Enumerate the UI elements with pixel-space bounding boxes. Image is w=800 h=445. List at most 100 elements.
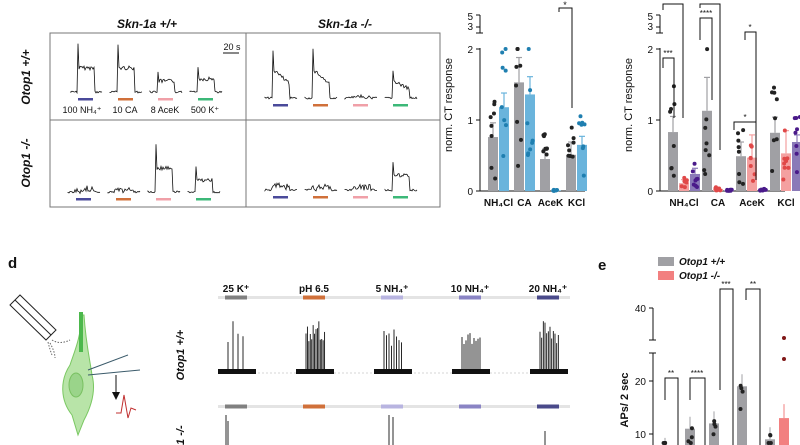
data-point [500,65,505,70]
panel-c-chart [656,14,800,193]
recording-electrode-icon [87,354,129,371]
legend-label: Otop1 +/+ [679,257,725,268]
data-point [668,109,673,114]
stimulus-bar-skn_ko_otop_wt-0 [273,104,288,107]
stimulus-label-d: 5 NH₄⁺ [376,284,409,295]
data-point [707,153,712,158]
trace-skn_wt_otop_ko-3 [187,166,221,194]
bar-otop1--3 [781,153,791,191]
data-point [518,63,523,68]
trace-skn_wt_otop_ko-2 [147,144,181,194]
data-point [515,119,520,124]
bar-skn-1a--1 [525,94,535,191]
data-point [782,156,787,161]
row-header-otop-ko: Otop1 -/- [19,138,33,187]
y-tick-label: 3 [467,22,473,33]
data-point [500,50,505,55]
bar-otop1--2 [747,157,757,191]
data-point [501,154,506,159]
significance-bracket [662,57,675,118]
data-point [541,134,546,139]
data-point [515,47,520,51]
data-point [544,146,549,151]
significance-bracket [699,3,721,150]
x-tick-label: KCl [568,198,585,209]
column-header-skn-ko: Skn-1a -/- [318,17,372,31]
x-tick-label: CA [517,198,531,209]
data-point [669,166,674,171]
bar-skn-1a--0 [488,137,498,191]
bar-skn-1a--0 [499,107,509,191]
significance-bracket [719,288,734,445]
legend-swatch [658,271,674,280]
stimulus-label-d: 10 NH₄⁺ [451,284,489,295]
bar-skn-1a--3 [566,154,576,191]
data-point [782,165,787,170]
data-point [714,188,719,193]
bar-skn-1a--3 [577,144,587,191]
data-point [704,141,709,146]
data-point [491,111,496,116]
data-point [741,181,746,186]
bar-otop1--0 [668,132,678,191]
x-tick-label: NH₄Cl [484,198,513,209]
significance-label: *** [663,49,672,58]
bar-skn-1a--1 [514,82,524,191]
data-point [499,105,504,110]
significance-label: **** [700,9,712,18]
cell-illustration [9,294,141,437]
stimulus-bar-skn_wt_otop_wt-1 [118,98,133,101]
stimulus-label-d: pH 6.5 [299,284,329,295]
legend-label: Otop1 -/- [679,271,721,282]
stimulus-bar-skn_ko_otop_ko-1 [313,196,328,199]
data-point [488,115,493,120]
significance-label: ** [750,280,756,289]
data-point [785,156,790,161]
data-point [770,168,775,173]
data-point [493,176,498,181]
significance-bracket [558,7,573,108]
data-point [689,435,694,440]
data-point [692,161,697,166]
y-axis-label: norm. CT response [623,58,635,152]
bar-skn-1a--2 [540,159,550,191]
data-point [705,47,710,52]
stimulus-marker-0 [225,295,247,300]
trace-skn_wt_otop_ko-0 [67,185,101,195]
data-point [528,147,533,152]
bar-otop-ko-4 [779,418,789,445]
data-point [567,148,572,153]
row-header-d-otop-wt: Otop1 +/+ [175,329,187,380]
data-point [503,68,508,73]
scale-bar-label: 20 s [223,42,241,52]
data-point [671,143,676,148]
stimulus-bar-skn_wt_otop_ko-3 [196,198,211,201]
bar-skn-1a--0 [690,173,700,191]
stimulus-bar-skn_ko_otop_wt-2 [353,104,368,107]
data-point [694,184,699,189]
trace-skn_ko_otop_ko-0 [264,182,297,192]
stimulus-bar-skn_wt_otop_wt-2 [158,98,173,101]
x-tick-label: AceK [538,198,564,209]
trace-skn_wt_otop_ko-1 [107,186,141,194]
stimulus-label-d: 20 NH₄⁺ [529,284,567,295]
data-point [552,188,557,193]
data-point [489,165,494,170]
perfusion-pipette-inner [14,299,52,336]
data-point [736,131,741,136]
stimulus-marker-2 [381,295,403,300]
y-tick-label: 1 [467,116,473,127]
data-point [489,123,494,128]
trace-skn_ko_otop_wt-2 [344,93,377,100]
legend-swatch [658,257,674,266]
x-tick-label: AceK [739,198,765,209]
data-point [489,133,494,138]
data-point [688,441,693,445]
data-point [695,176,700,181]
data-point [736,138,741,143]
data-point [514,83,519,88]
x-tick-label: KCl [777,198,794,209]
significance-label: ** [670,0,676,5]
recording-electrode-icon [87,369,141,376]
